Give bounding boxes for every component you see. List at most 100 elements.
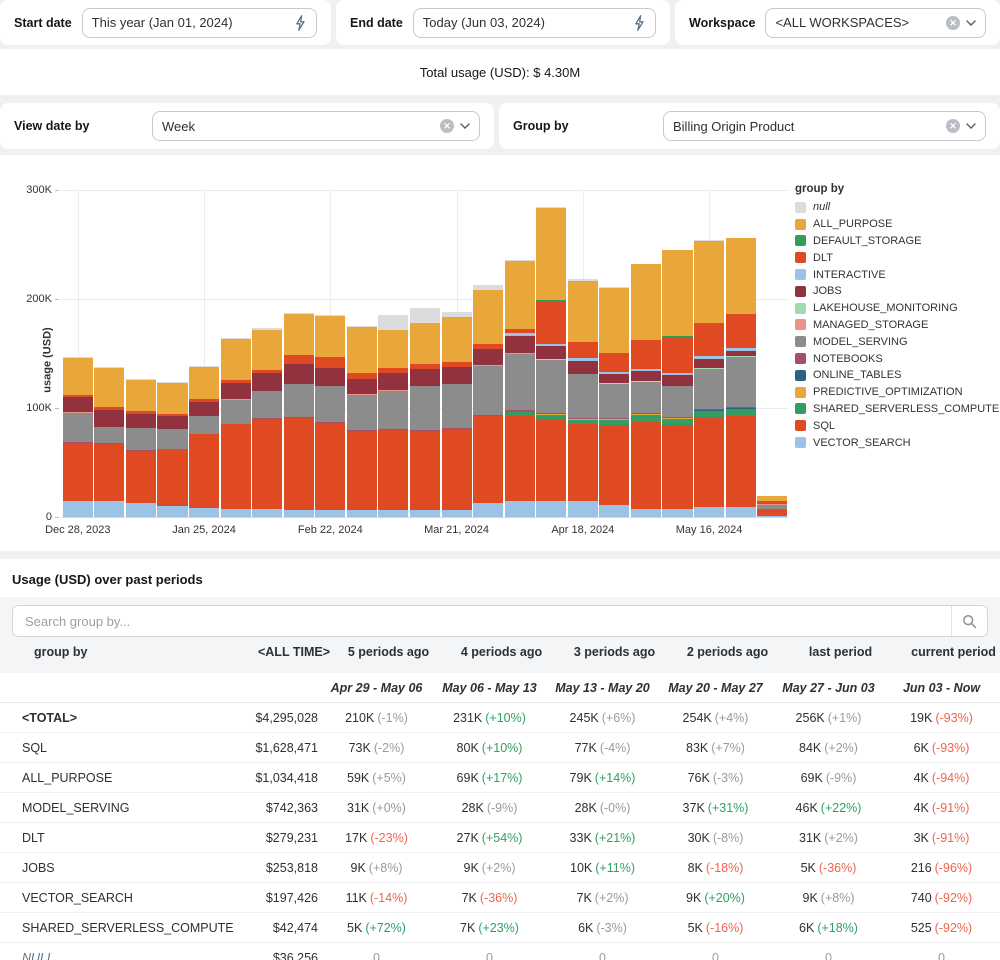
bar-segment-jobs[interactable] [62,397,93,413]
bar-segment-managed_storage[interactable] [378,390,409,391]
bar-segment-managed_storage[interactable] [62,412,93,413]
bar-segment-managed_storage[interactable] [441,383,472,385]
bar-segment-managed_storage[interactable] [409,385,441,387]
bar-segment-all_purpose[interactable] [252,329,283,370]
bar-segment-notebooks[interactable] [220,423,251,425]
bar-segment-interactive[interactable] [725,347,756,351]
bar-segment-interactive[interactable] [599,371,630,374]
bar-segment-notebooks[interactable] [694,409,725,411]
table-row[interactable]: SQL $1,628,471 73K (-2%) 80K (+10%) 77K (-4%) 83… [0,733,1000,763]
bar-segment-jobs[interactable] [125,413,156,428]
bar-segment-model_serving[interactable] [473,365,504,415]
legend-item-notebooks[interactable]: NOTEBOOKS [795,350,999,367]
bar-segment-vector_search[interactable] [378,510,409,517]
stacked-bar-week[interactable] [157,382,188,517]
bar-segment-sql[interactable] [757,509,788,517]
bar-segment-managed_storage[interactable] [315,385,346,387]
bar-segment-model_serving[interactable] [157,429,188,449]
bar-segment-managed_storage[interactable] [283,383,314,385]
bar-segment-notebooks[interactable] [536,412,567,414]
bar-segment-sql[interactable] [189,434,220,509]
bar-segment-sql[interactable] [252,418,283,510]
bar-segment-null[interactable] [504,260,535,262]
bar-segment-null[interactable] [599,287,630,289]
stacked-bar-week[interactable] [599,287,630,517]
bar-segment-notebooks[interactable] [346,429,377,431]
bar-segment-notebooks[interactable] [315,422,346,424]
bar-segment-all_purpose[interactable] [62,357,93,395]
table-row[interactable]: ALL_PURPOSE $1,034,418 59K (+5%) 69K (+17%) 79… [0,763,1000,793]
bar-segment-sql[interactable] [473,415,504,503]
bar-segment-jobs[interactable] [378,372,409,391]
bar-segment-model_serving[interactable] [630,382,661,413]
bar-segment-vector_search[interactable] [662,509,693,517]
bar-segment-dlt[interactable] [725,313,756,348]
bar-segment-sql[interactable] [441,428,472,511]
bar-segment-vector_search[interactable] [599,505,630,517]
bar-segment-vector_search[interactable] [504,500,535,517]
lightning-icon[interactable] [632,14,646,31]
bar-segment-model_serving[interactable] [599,384,630,419]
bar-segment-dlt[interactable] [252,369,283,374]
workspace-select[interactable]: <ALL WORKSPACES> ✕ [765,7,986,38]
bar-segment-managed_storage[interactable] [252,390,283,392]
bar-segment-predictive_optimization[interactable] [536,414,567,415]
bar-segment-notebooks[interactable] [283,416,314,418]
bar-segment-sql[interactable] [599,425,630,506]
bar-segment-dlt[interactable] [409,363,441,370]
bar-segment-interactive[interactable] [662,372,693,375]
bar-segment-sql[interactable] [567,424,598,501]
bar-segment-dlt[interactable] [567,342,598,359]
bar-segment-jobs[interactable] [346,379,377,395]
bar-segment-vector_search[interactable] [62,500,93,517]
bar-segment-dlt[interactable] [630,339,661,370]
bar-segment-notebooks[interactable] [125,450,156,451]
bar-segment-null[interactable] [378,314,409,331]
bar-segment-predictive_optimization[interactable] [725,408,756,410]
bar-segment-null[interactable] [441,311,472,318]
bar-segment-jobs[interactable] [662,374,693,386]
bar-segment-jobs[interactable] [630,371,661,382]
search-input[interactable] [12,605,988,637]
bar-segment-jobs[interactable] [441,367,472,384]
bar-segment-jobs[interactable] [694,359,725,369]
bar-segment-jobs[interactable] [283,363,314,384]
stacked-bar-plot[interactable]: usage (USD) 0 100K 200K 300K Dec 28, 2023 Jan… [26,184,788,536]
bar-segment-notebooks[interactable] [94,443,125,444]
bar-segment-notebooks[interactable] [157,448,188,450]
bar-segment-model_serving[interactable] [694,369,725,410]
group-by-select[interactable]: Billing Origin Product ✕ [663,111,986,141]
legend-item-predictive_optimization[interactable]: PREDICTIVE_OPTIMIZATION [795,384,999,401]
bar-segment-managed_storage[interactable] [157,428,188,430]
bar-segment-dlt[interactable] [283,355,314,364]
bar-segment-all_purpose[interactable] [473,289,504,345]
bar-segment-model_serving[interactable] [662,386,693,417]
bar-segment-shared_serverless_compute[interactable] [757,509,788,510]
bar-segment-sql[interactable] [125,450,156,503]
bar-segment-predictive_optimization[interactable] [504,411,535,413]
bar-segment-null[interactable] [567,278,598,281]
bar-segment-sql[interactable] [157,449,188,507]
bar-segment-model_serving[interactable] [125,428,156,450]
bar-segment-notebooks[interactable] [62,442,93,443]
clear-selection-icon[interactable]: ✕ [440,119,454,133]
bar-segment-null[interactable] [694,239,725,241]
bar-segment-all_purpose[interactable] [125,379,156,412]
bar-segment-all_purpose[interactable] [315,315,346,358]
bar-segment-sql[interactable] [315,423,346,511]
legend-item-online_tables[interactable]: ONLINE_TABLES [795,367,999,384]
bar-segment-vector_search[interactable] [725,507,756,517]
stacked-bar-week[interactable] [283,312,314,517]
bar-segment-jobs[interactable] [157,415,188,429]
table-row[interactable]: NULL $36,256 0 0 0 0 0 0 [0,943,1000,960]
bar-segment-predictive_optimization[interactable] [694,410,725,412]
table-row[interactable]: <TOTAL> $4,295,028 210K (-1%) 231K (+10%) 245K… [0,703,1000,733]
bar-segment-dlt[interactable] [473,344,504,349]
bar-segment-vector_search[interactable] [409,510,441,517]
bar-segment-jobs[interactable] [473,348,504,365]
stacked-bar-week[interactable] [220,338,251,517]
bar-segment-shared_serverless_compute[interactable] [694,411,725,417]
bar-segment-notebooks[interactable] [252,418,283,419]
stacked-bar-week[interactable] [346,325,377,517]
bar-segment-dlt[interactable] [189,399,220,402]
